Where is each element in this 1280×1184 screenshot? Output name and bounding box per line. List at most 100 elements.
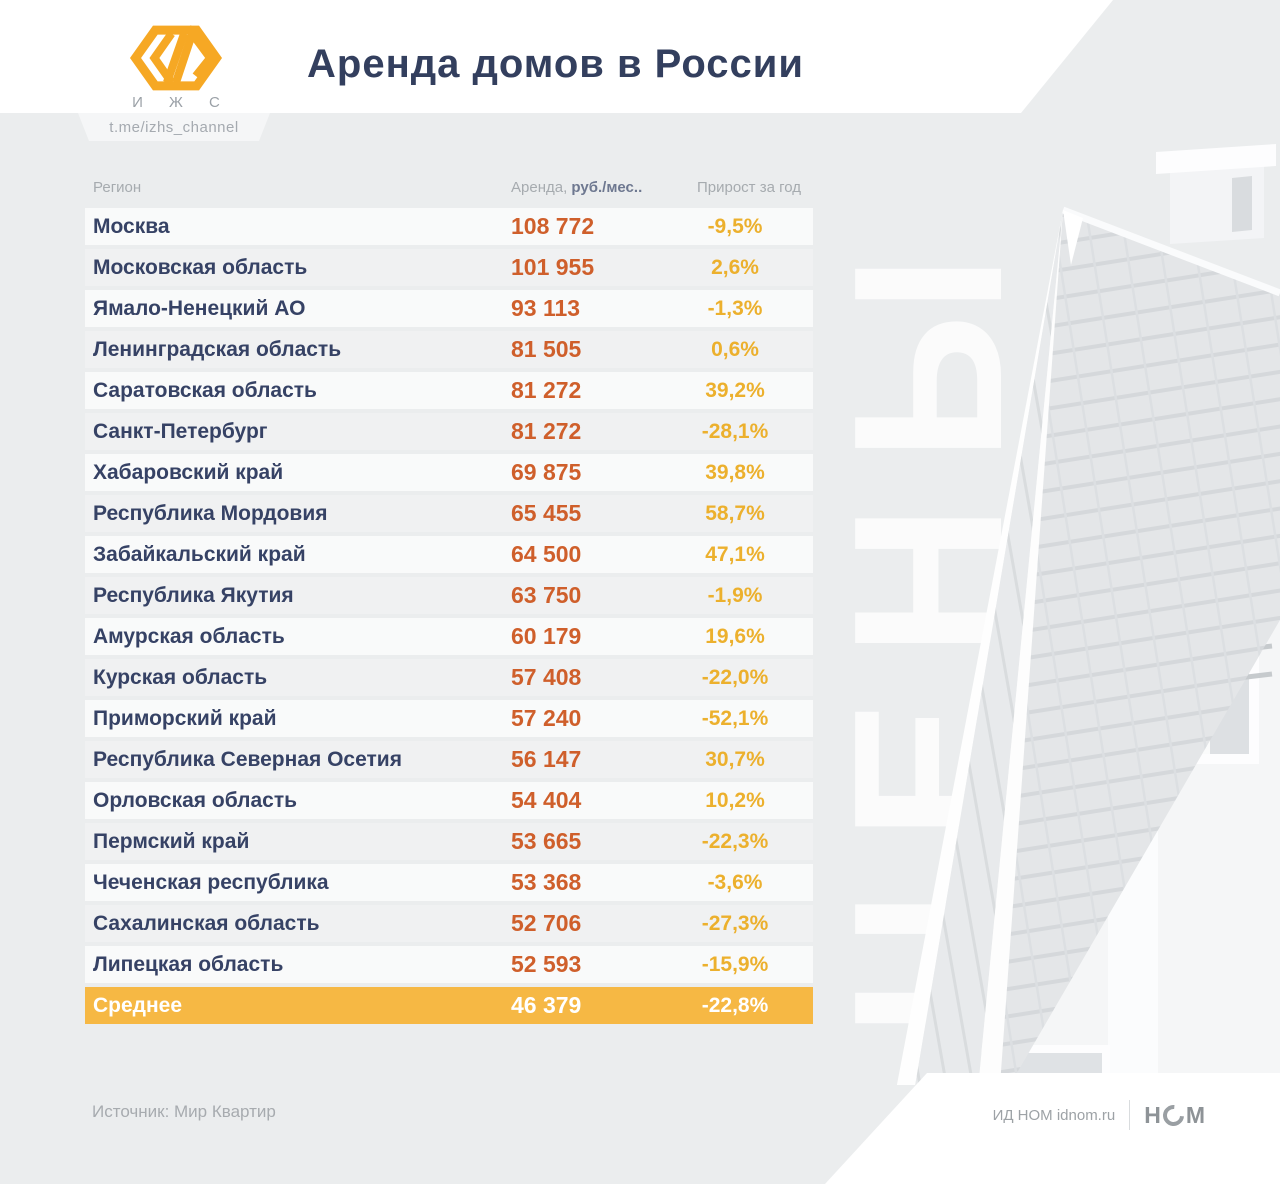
growth-value: 58,7% — [705, 501, 765, 525]
column-header-growth: Прирост за год — [696, 179, 802, 196]
rent-value: 65 455 — [511, 500, 582, 526]
rent-value: 53 368 — [511, 869, 582, 895]
table-row: Хабаровский край 69 875 39,8% — [85, 454, 813, 491]
growth-value: 47,1% — [705, 542, 765, 566]
growth-value: 30,7% — [705, 747, 765, 771]
publisher-block: ИД НОМ idnom.ru Н М — [993, 1098, 1205, 1132]
region-name: Ямало-Ненецкий АО — [93, 296, 306, 320]
region-name: Приморский край — [93, 706, 277, 730]
table-body: Москва 108 772 -9,5% Московская область 101 … — [85, 208, 813, 983]
table-row: Пермский край 53 665 -22,3% — [85, 823, 813, 860]
rent-value: 60 179 — [511, 623, 582, 649]
table-row: Московская область 101 955 2,6% — [85, 249, 813, 286]
growth-value: 10,2% — [705, 788, 765, 812]
izhs-logo-icon — [129, 25, 223, 91]
table-row: Москва 108 772 -9,5% — [85, 208, 813, 245]
growth-value: -27,3% — [701, 911, 769, 935]
column-header-region: Регион — [93, 179, 142, 196]
house-ridge — [1061, 206, 1280, 297]
table-row: Санкт-Петербург 81 272 -28,1% — [85, 413, 813, 450]
region-name: Пермский край — [93, 829, 250, 853]
region-name: Ленинградская область — [93, 337, 342, 361]
izhs-logo-letters: И Ж С — [132, 94, 231, 111]
rent-value: 81 505 — [511, 336, 582, 362]
rent-value: 57 408 — [511, 664, 582, 690]
growth-value: -3,6% — [707, 870, 763, 894]
growth-value: 19,6% — [705, 624, 765, 648]
telegram-channel-link[interactable]: t.me/izhs_channel — [78, 113, 270, 141]
growth-value: 0,6% — [711, 337, 759, 361]
region-name: Забайкальский край — [93, 542, 306, 566]
growth-value: -15,9% — [701, 952, 769, 976]
table-header: Регион Аренда, руб./мес.. Прирост за год — [85, 170, 813, 196]
table-row: Республика Якутия 63 750 -1,9% — [85, 577, 813, 614]
house-roof-tiles — [996, 210, 1280, 1085]
rent-value: 53 665 — [511, 828, 582, 854]
region-name: Хабаровский край — [93, 460, 284, 484]
house-illustration — [896, 144, 1280, 1085]
table-row: Ленинградская область 81 505 0,6% — [85, 331, 813, 368]
rent-value: 64 500 — [511, 541, 582, 567]
table-row: Приморский край 57 240 -52,1% — [85, 700, 813, 737]
house-apex — [1063, 210, 1083, 265]
rent-value: 69 875 — [511, 459, 582, 485]
table-row: Саратовская область 81 272 39,2% — [85, 372, 813, 409]
growth-value: 39,8% — [705, 460, 765, 484]
nom-logo-letter-left: Н — [1144, 1101, 1161, 1128]
rent-value: 52 593 — [511, 951, 582, 977]
table-row: Курская область 57 408 -22,0% — [85, 659, 813, 696]
region-name: Республика Мордовия — [93, 501, 328, 525]
region-name: Орловская область — [93, 788, 298, 812]
region-name: Московская область — [93, 255, 308, 279]
rent-value: 63 750 — [511, 582, 582, 608]
region-name: Чеченская республика — [93, 870, 329, 894]
growth-value: -28,1% — [701, 419, 769, 443]
region-name: Москва — [93, 214, 170, 238]
publisher-divider — [1129, 1100, 1131, 1130]
region-name: Саратовская область — [93, 378, 317, 402]
region-name: Санкт-Петербург — [93, 419, 268, 443]
region-name: Липецкая область — [93, 952, 284, 976]
growth-value: -9,5% — [707, 214, 763, 238]
region-name: Курская область — [93, 665, 268, 689]
region-name: Сахалинская область — [93, 911, 320, 935]
header: И Ж С Аренда домов в России — [0, 0, 1113, 113]
summary-label: Среднее — [93, 993, 183, 1017]
column-header-rent: Аренда, руб./мес.. — [511, 179, 643, 196]
table-row: Республика Мордовия 65 455 58,7% — [85, 495, 813, 532]
summary-row: Среднее 46 379 -22,8% — [85, 987, 813, 1024]
summary-rent-value: 46 379 — [511, 992, 582, 1018]
table-row: Амурская область 60 179 19,6% — [85, 618, 813, 655]
growth-value: 39,2% — [705, 378, 765, 402]
table-row: Забайкальский край 64 500 47,1% — [85, 536, 813, 573]
region-name: Амурская область — [93, 624, 285, 648]
growth-value: -22,0% — [701, 665, 769, 689]
growth-value: -22,3% — [701, 829, 769, 853]
rent-value: 81 272 — [511, 377, 582, 403]
rent-value: 56 147 — [511, 746, 582, 772]
table-row: Орловская область 54 404 10,2% — [85, 782, 813, 819]
growth-value: 2,6% — [711, 255, 759, 279]
table-row: Ямало-Ненецкий АО 93 113 -1,3% — [85, 290, 813, 327]
rent-value: 101 955 — [511, 254, 595, 280]
nom-logo: Н М — [1144, 1100, 1205, 1130]
nom-logo-ring-icon — [1158, 1100, 1189, 1130]
house-chimney — [1156, 144, 1276, 244]
region-name: Республика Якутия — [93, 583, 294, 607]
rent-value: 54 404 — [511, 787, 582, 813]
rent-value: 57 240 — [511, 705, 582, 731]
table-row: Чеченская республика 53 368 -3,6% — [85, 864, 813, 901]
house-fascia-inner — [978, 210, 1063, 1085]
table-row: Республика Северная Осетия 56 147 30,7% — [85, 741, 813, 778]
rent-value: 52 706 — [511, 910, 582, 936]
rent-value: 108 772 — [511, 213, 595, 239]
page-title: Аренда домов в России — [307, 42, 804, 86]
growth-value: -52,1% — [701, 706, 769, 730]
growth-value: -1,3% — [707, 296, 763, 320]
table-row: Липецкая область 52 593 -15,9% — [85, 946, 813, 983]
rent-table: Регион Аренда, руб./мес.. Прирост за год… — [85, 170, 813, 1028]
table-row: Сахалинская область 52 706 -27,3% — [85, 905, 813, 942]
rent-value: 81 272 — [511, 418, 582, 444]
publisher-text: ИД НОМ idnom.ru — [992, 1106, 1116, 1124]
